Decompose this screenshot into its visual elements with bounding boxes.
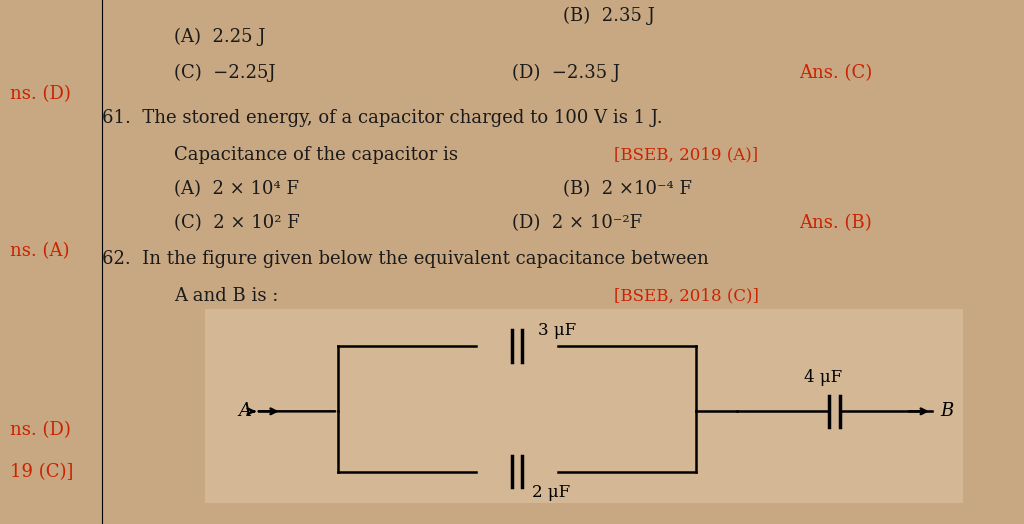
Text: Ans. (B): Ans. (B) bbox=[799, 214, 871, 232]
Text: (A)  2.25 J: (A) 2.25 J bbox=[174, 28, 265, 46]
Text: 62.  In the figure given below the equivalent capacitance between: 62. In the figure given below the equiva… bbox=[102, 250, 710, 268]
Text: [BSEB, 2019 (A)]: [BSEB, 2019 (A)] bbox=[614, 146, 759, 163]
FancyBboxPatch shape bbox=[205, 309, 963, 503]
Text: (D)  2 × 10⁻²F: (D) 2 × 10⁻²F bbox=[512, 214, 642, 232]
Text: Ans. (C): Ans. (C) bbox=[799, 64, 872, 82]
Text: [BSEB, 2018 (C)]: [BSEB, 2018 (C)] bbox=[614, 288, 759, 304]
Text: 4 μF: 4 μF bbox=[804, 369, 842, 386]
Text: A: A bbox=[238, 402, 251, 420]
Text: (B)  2 ×10⁻⁴ F: (B) 2 ×10⁻⁴ F bbox=[563, 180, 692, 198]
Text: ns. (A): ns. (A) bbox=[10, 243, 70, 260]
Text: ns. (D): ns. (D) bbox=[10, 85, 71, 103]
Text: (A)  2 × 10⁴ F: (A) 2 × 10⁴ F bbox=[174, 180, 299, 198]
Text: (C)  2 × 10² F: (C) 2 × 10² F bbox=[174, 214, 300, 232]
Text: 19 (C)]: 19 (C)] bbox=[10, 463, 74, 481]
Text: 3 μF: 3 μF bbox=[538, 322, 575, 339]
Text: B: B bbox=[940, 402, 953, 420]
Text: 2 μF: 2 μF bbox=[532, 484, 570, 501]
Text: A and B is :: A and B is : bbox=[174, 287, 279, 305]
Text: (C)  −2.25J: (C) −2.25J bbox=[174, 64, 275, 82]
Text: 61.  The stored energy, of a capacitor charged to 100 V is 1 J.: 61. The stored energy, of a capacitor ch… bbox=[102, 109, 663, 127]
Text: (B)  2.35 J: (B) 2.35 J bbox=[563, 7, 655, 25]
Text: Capacitance of the capacitor is: Capacitance of the capacitor is bbox=[174, 146, 458, 163]
Text: ns. (D): ns. (D) bbox=[10, 421, 71, 439]
Text: (D)  −2.35 J: (D) −2.35 J bbox=[512, 64, 621, 82]
